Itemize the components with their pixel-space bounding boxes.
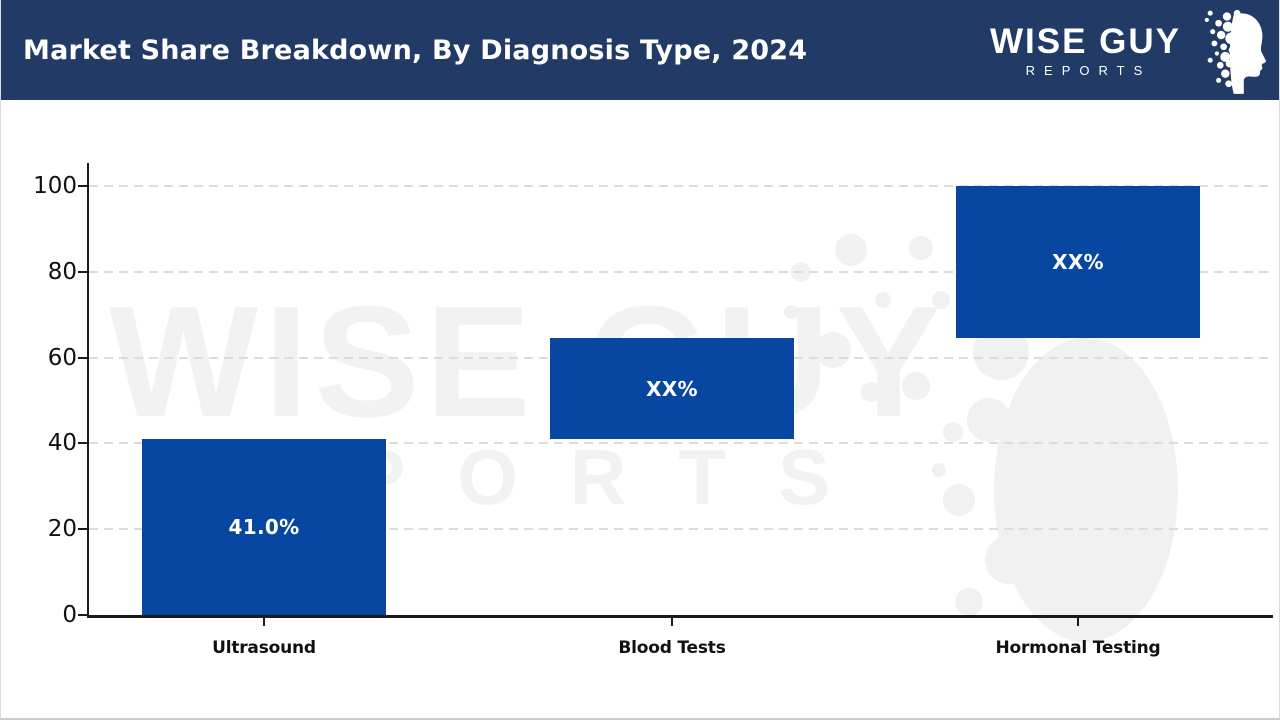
y-tick-label: 20 [47, 516, 77, 543]
gridline-y100 [89, 185, 1273, 187]
x-category-label: Ultrasound [212, 638, 316, 658]
gridline-y40 [89, 442, 1273, 445]
y-tick-mark [78, 442, 87, 445]
y-tick-label: 40 [47, 430, 77, 457]
y-tick-mark [78, 356, 87, 359]
wise-guy-reports-logo: WISE GUY REPORTS [990, 7, 1269, 95]
y-tick-label: 60 [47, 344, 77, 371]
logo-text: WISE GUY REPORTS [989, 21, 1181, 79]
x-category-label: Hormonal Testing [995, 638, 1161, 658]
gridline-y80 [89, 270, 1273, 273]
y-tick-mark [78, 528, 87, 531]
logo-reports-label: REPORTS [1025, 63, 1152, 79]
bar-ultrasound: 41.0% [142, 439, 386, 615]
y-tick-mark [78, 270, 87, 273]
y-tick-label: 0 [62, 602, 77, 628]
y-tick-mark [78, 614, 87, 616]
y-tick-label: 80 [47, 258, 77, 285]
y-tick-mark [78, 185, 87, 187]
bar-value-label: 41.0% [228, 515, 300, 540]
x-tick-mark [671, 617, 673, 626]
gridline-y20 [89, 528, 1273, 531]
x-axis-spine [87, 615, 1273, 618]
header-band: Market Share Breakdown, By Diagnosis Typ… [1, 0, 1279, 100]
x-category-label: Blood Tests [618, 638, 726, 658]
chart-title: Market Share Breakdown, By Diagnosis Typ… [23, 34, 808, 66]
logo-wiseguy-label: WISE GUY [989, 21, 1181, 61]
y-axis-spine [87, 163, 89, 618]
bar-value-label: XX% [646, 376, 698, 401]
bar-hormonal-testing: XX% [956, 186, 1200, 339]
logo-face-icon [1204, 9, 1266, 94]
y-tick-label: 100 [33, 173, 77, 199]
x-tick-mark [263, 617, 265, 626]
bar-blood-tests: XX% [550, 338, 794, 440]
bar-value-label: XX% [1052, 250, 1104, 275]
